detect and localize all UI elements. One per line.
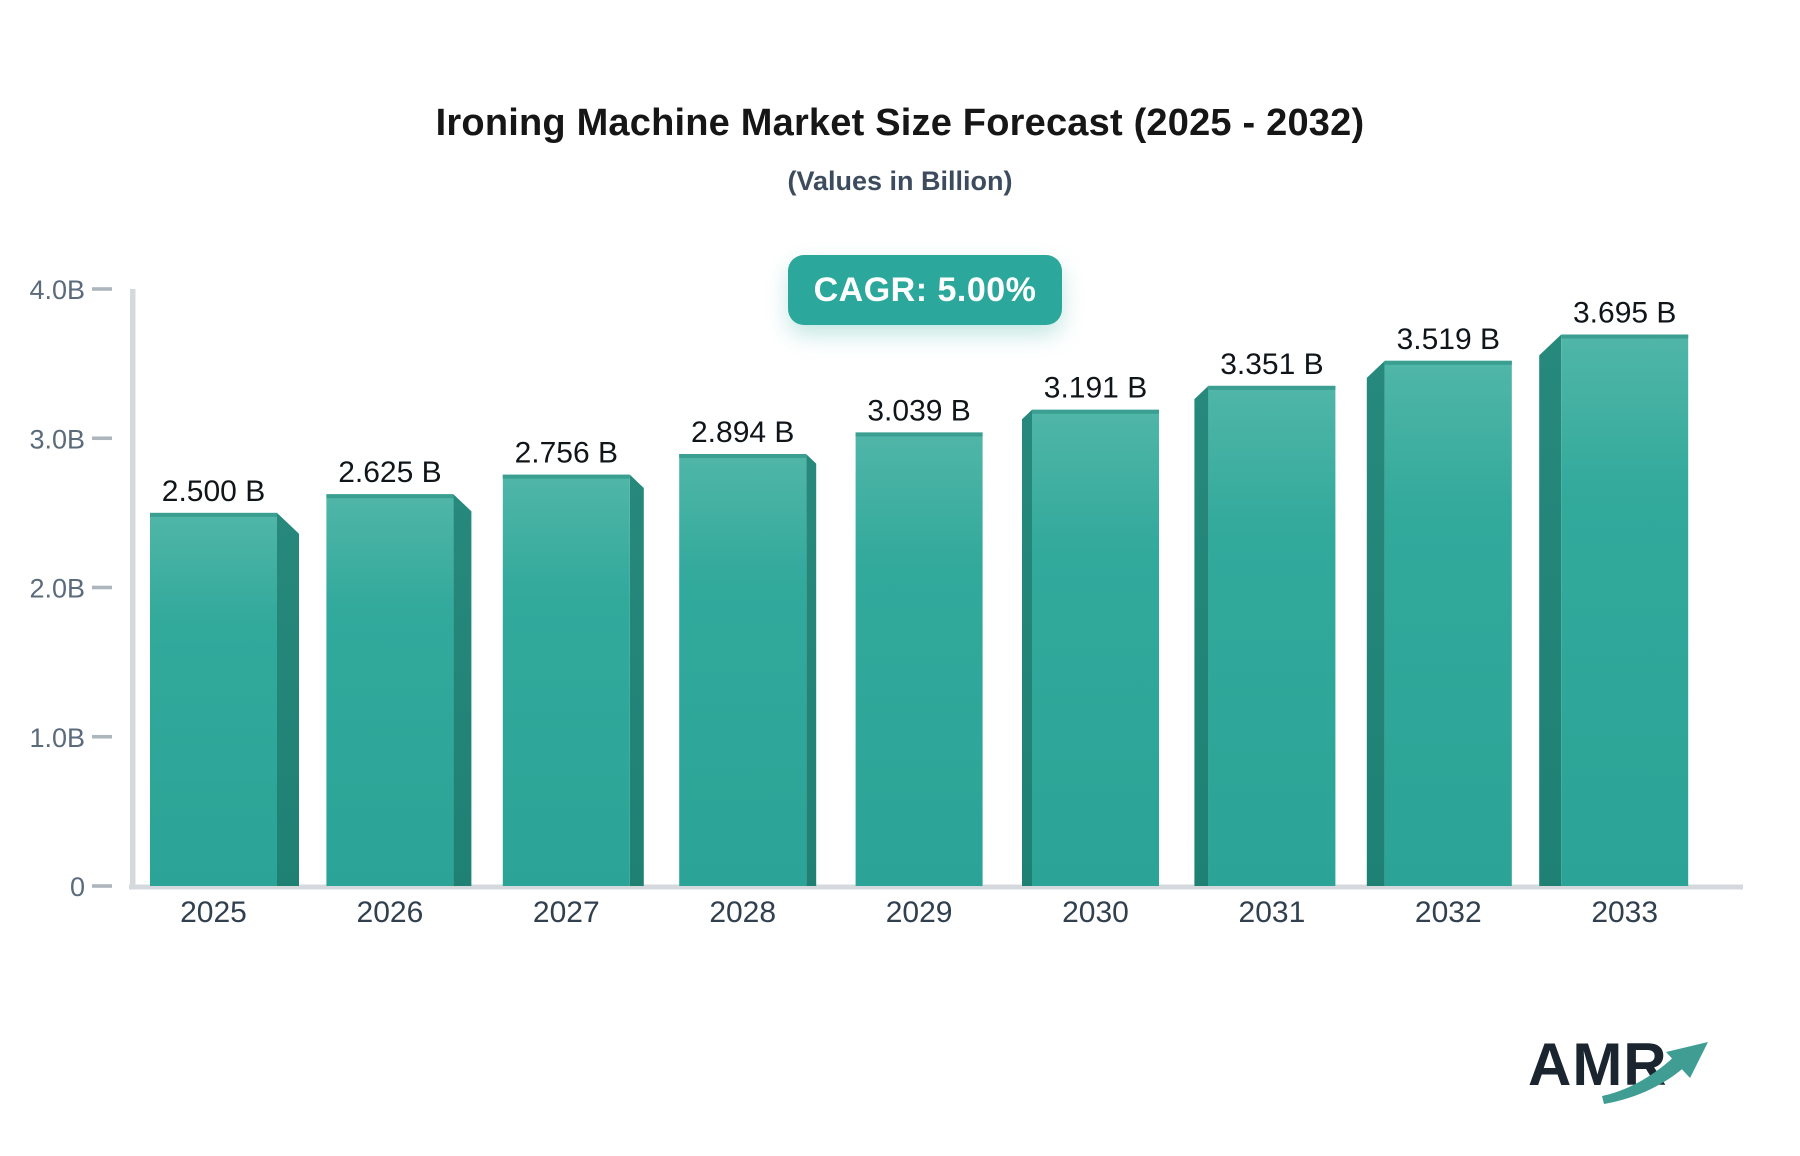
bar-top-edge [502, 474, 630, 479]
bar [1032, 409, 1159, 886]
y-axis-tick-label: 3.0B [29, 424, 85, 454]
y-axis-tick-label: 4.0B [29, 275, 85, 305]
bar-value-label: 2.500 B [162, 475, 265, 508]
bar-value-label: 3.039 B [867, 394, 970, 427]
bar-top-edge [150, 512, 277, 517]
y-axis-tick [92, 734, 112, 739]
y-axis-tick [92, 884, 112, 888]
bar [1208, 385, 1336, 886]
bar-value-label: 2.625 B [338, 456, 441, 489]
trend-arrow-icon [1602, 1042, 1708, 1104]
bar-side-face [1022, 409, 1032, 886]
y-axis-tick-label: 0 [70, 872, 85, 902]
y-axis-tick [92, 287, 112, 291]
bar-side-face [629, 474, 644, 886]
bar-side-face [806, 454, 817, 886]
cagr-badge: CAGR: 5.00% [788, 255, 1062, 325]
bar-top-edge [326, 494, 454, 499]
bar-top-edge [1561, 334, 1689, 339]
bar-value-label: 3.191 B [1044, 372, 1147, 405]
bar [1384, 360, 1512, 886]
bar [1561, 334, 1689, 886]
x-axis-label: 2030 [1062, 896, 1129, 929]
bar [679, 454, 807, 886]
bar-top-edge [1208, 385, 1336, 390]
bar [326, 494, 454, 886]
x-axis-label: 2028 [709, 896, 776, 929]
x-axis-label: 2027 [533, 896, 600, 929]
bar-value-label: 3.519 B [1397, 323, 1500, 356]
bar-value-label: 2.756 B [515, 437, 618, 470]
bar-top-edge [855, 432, 983, 437]
market-size-bar-chart: 0 1.0B 2.0B 3.0B 4.0B 2.500 B 2025 2.625 B 2026 2… [29, 275, 1743, 929]
y-axis-line [130, 289, 136, 889]
bar-side-face [1539, 334, 1562, 886]
bar [502, 474, 630, 886]
chart-subtitle: (Values in Billion) [787, 166, 1013, 196]
bar-value-label: 3.695 B [1573, 297, 1676, 330]
y-axis-tick [92, 585, 112, 590]
bar-top-edge [1384, 360, 1512, 365]
y-axis-tick-label: 2.0B [29, 574, 85, 604]
bar [855, 432, 983, 886]
y-axis-tick [92, 436, 112, 441]
x-axis-label: 2026 [357, 896, 424, 929]
bar [150, 512, 277, 886]
bar-top-edge [1032, 409, 1159, 414]
x-axis-label: 2031 [1239, 896, 1306, 929]
bar-side-face [277, 512, 299, 886]
cagr-badge-label: CAGR: 5.00% [813, 270, 1037, 309]
x-axis-line [129, 884, 1743, 890]
chart-title: Ironing Machine Market Size Forecast (20… [435, 102, 1365, 144]
bar-value-label: 3.351 B [1220, 348, 1323, 381]
amr-logo: AMR [1528, 1030, 1728, 1120]
x-axis-label: 2033 [1591, 896, 1658, 929]
bar-side-face [1194, 385, 1209, 886]
bar-side-face [453, 494, 472, 886]
x-axis-label: 2025 [180, 896, 247, 929]
y-axis-tick-label: 1.0B [29, 723, 85, 753]
bar-value-label: 2.894 B [691, 416, 794, 449]
x-axis-label: 2032 [1415, 896, 1482, 929]
bar-side-face [1366, 360, 1385, 886]
bar-top-edge [679, 454, 807, 459]
x-axis-label: 2029 [886, 896, 953, 929]
